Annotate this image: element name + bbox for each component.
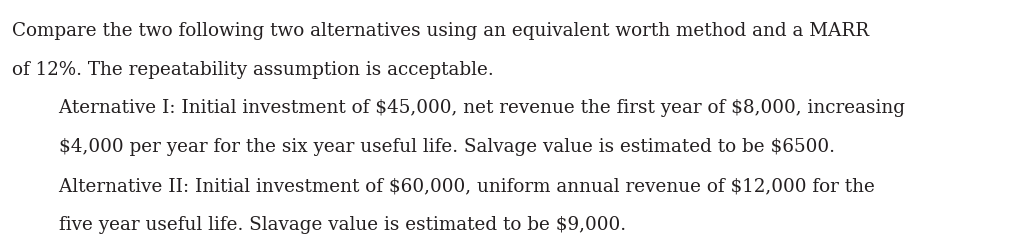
- Text: Compare the two following two alternatives using an equivalent worth method and : Compare the two following two alternativ…: [12, 22, 869, 40]
- Text: Alternative II: Initial investment of $60,000, uniform annual revenue of $12,000: Alternative II: Initial investment of $6…: [12, 177, 876, 195]
- Text: five year useful life. Slavage value is estimated to be $9,000.: five year useful life. Slavage value is …: [12, 216, 627, 233]
- Text: of 12%. The repeatability assumption is acceptable.: of 12%. The repeatability assumption is …: [12, 61, 494, 79]
- Text: Aternative I: Initial investment of $45,000, net revenue the first year of $8,00: Aternative I: Initial investment of $45,…: [12, 99, 905, 117]
- Text: $4,000 per year for the six year useful life. Salvage value is estimated to be $: $4,000 per year for the six year useful …: [12, 138, 836, 156]
